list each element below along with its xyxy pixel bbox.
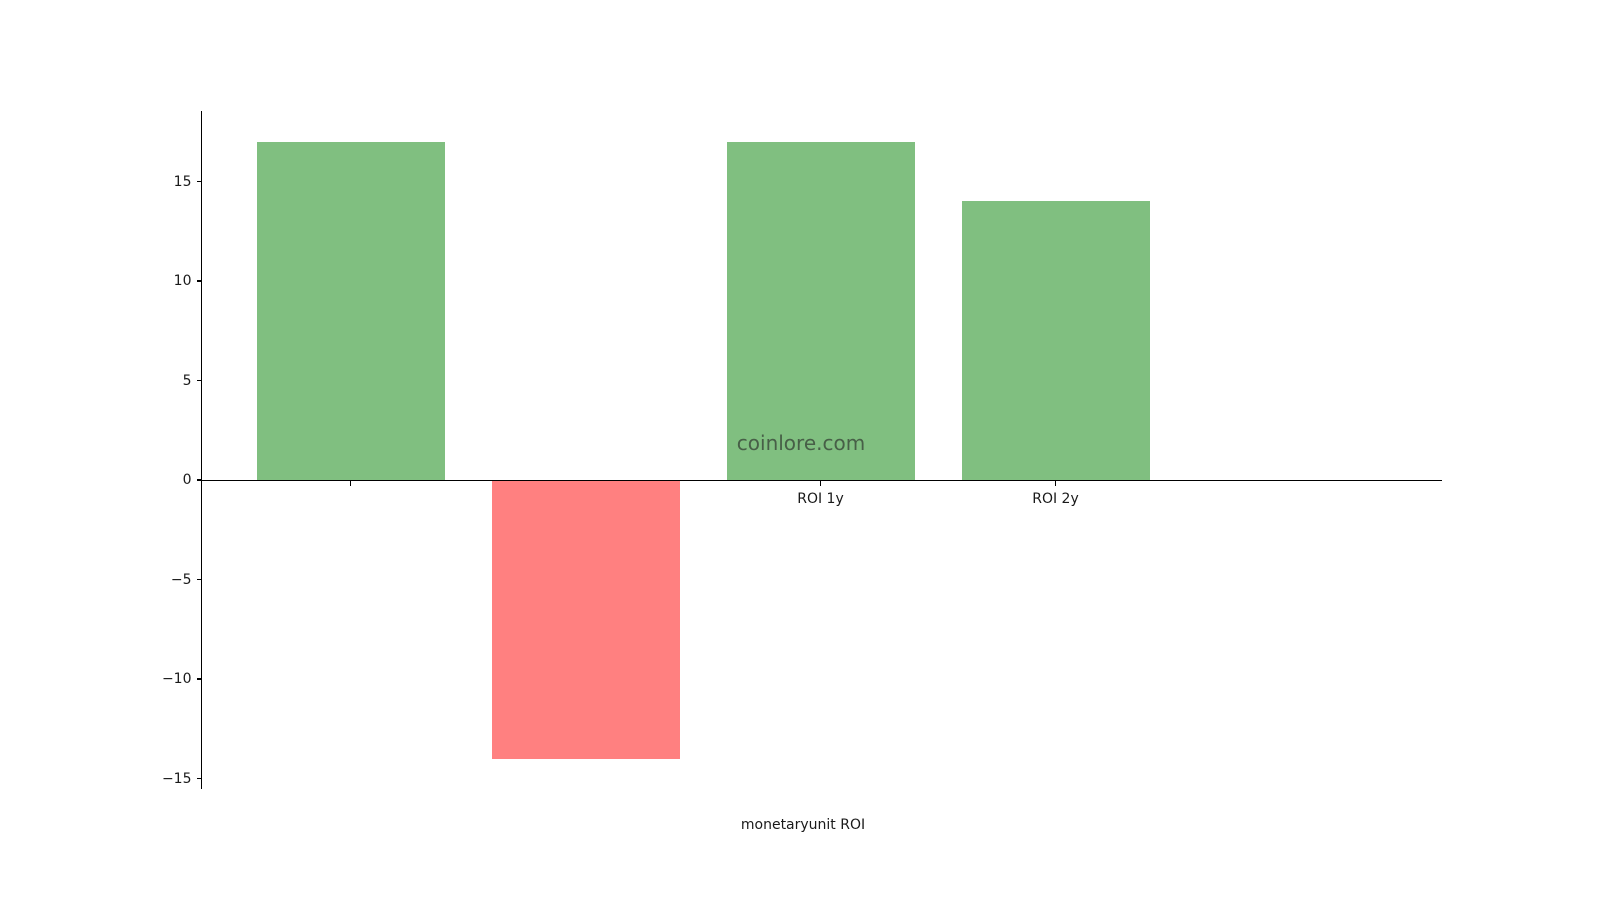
bar <box>726 141 915 480</box>
x-tick <box>819 481 822 487</box>
y-tick <box>196 678 202 680</box>
y-axis-line <box>200 111 202 789</box>
x-tick <box>349 481 352 487</box>
y-tick <box>196 379 202 382</box>
bar <box>961 201 1150 480</box>
x-tick-label: ROI 2y <box>1032 491 1079 507</box>
y-tick-label: 0 <box>182 472 192 488</box>
x-axis-zero-line <box>201 479 1442 481</box>
x-tick-label: ROI 1y <box>797 491 844 507</box>
watermark-text: coinlore.com <box>736 431 866 455</box>
y-tick <box>196 578 202 581</box>
y-tick-label: 10 <box>173 273 192 289</box>
y-tick-label: −5 <box>170 571 192 588</box>
bar <box>256 141 445 480</box>
bar <box>491 480 680 759</box>
y-tick-label: −15 <box>161 770 192 787</box>
x-axis-title: monetaryunit ROI <box>740 817 866 833</box>
y-tick-label: 15 <box>173 173 192 190</box>
y-tick-label: 5 <box>182 372 192 389</box>
y-tick <box>196 280 202 282</box>
y-tick <box>196 777 202 780</box>
y-tick-label: −10 <box>161 671 192 687</box>
y-tick <box>196 479 202 481</box>
y-tick <box>196 180 202 183</box>
x-tick <box>1054 481 1057 487</box>
